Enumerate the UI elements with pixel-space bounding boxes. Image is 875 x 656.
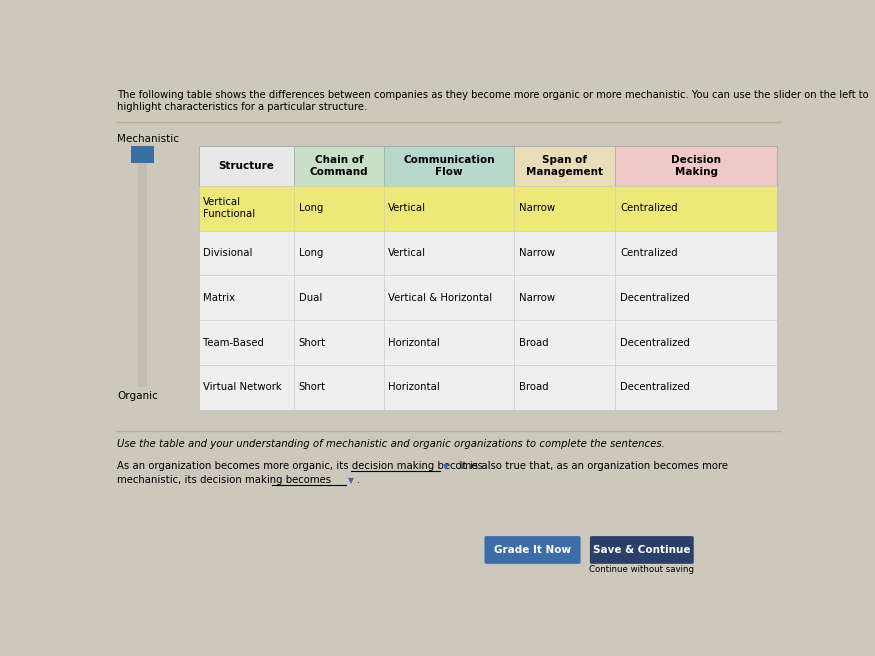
- Bar: [294, 320, 384, 365]
- Text: Narrow: Narrow: [519, 293, 555, 303]
- Bar: [615, 186, 777, 230]
- Text: Centralized: Centralized: [620, 203, 677, 213]
- Text: Narrow: Narrow: [519, 248, 555, 258]
- Bar: [138, 163, 147, 387]
- Text: Vertical: Vertical: [388, 248, 426, 258]
- Text: Save & Continue: Save & Continue: [593, 545, 690, 555]
- Text: ▼: ▼: [443, 462, 449, 471]
- Bar: [384, 365, 514, 410]
- Bar: [199, 320, 294, 365]
- Bar: [199, 186, 294, 230]
- Bar: [615, 320, 777, 365]
- Bar: [199, 146, 294, 186]
- Text: Matrix: Matrix: [203, 293, 235, 303]
- Bar: [615, 365, 777, 410]
- Bar: [384, 146, 514, 186]
- Text: Grade It Now: Grade It Now: [494, 545, 571, 555]
- Text: Broad: Broad: [519, 382, 549, 392]
- Bar: [294, 230, 384, 276]
- Bar: [384, 320, 514, 365]
- Bar: [199, 230, 294, 276]
- Text: Team-Based: Team-Based: [203, 338, 264, 348]
- Bar: [199, 365, 294, 410]
- Bar: [514, 320, 615, 365]
- Text: Virtual Network: Virtual Network: [203, 382, 282, 392]
- Text: Short: Short: [298, 338, 326, 348]
- Bar: [514, 186, 615, 230]
- Text: Decentralized: Decentralized: [620, 338, 690, 348]
- Text: Dual: Dual: [298, 293, 322, 303]
- Bar: [384, 186, 514, 230]
- Text: ▼: ▼: [348, 476, 354, 485]
- Bar: [199, 276, 294, 320]
- Text: Vertical: Vertical: [388, 203, 426, 213]
- Text: .: .: [357, 474, 360, 485]
- Text: Chain of
Command: Chain of Command: [310, 155, 368, 177]
- Text: Divisional: Divisional: [203, 248, 253, 258]
- Text: Decision
Making: Decision Making: [671, 155, 721, 177]
- Bar: [615, 146, 777, 186]
- Bar: [294, 365, 384, 410]
- Bar: [615, 276, 777, 320]
- Bar: [294, 276, 384, 320]
- Bar: [294, 146, 384, 186]
- Text: highlight characteristics for a particular structure.: highlight characteristics for a particul…: [117, 102, 368, 112]
- FancyBboxPatch shape: [590, 536, 694, 564]
- Bar: [294, 186, 384, 230]
- Text: Mechanistic: Mechanistic: [117, 134, 179, 144]
- Text: Vertical
Functional: Vertical Functional: [203, 197, 255, 219]
- Bar: [514, 146, 615, 186]
- Text: Broad: Broad: [519, 338, 549, 348]
- Text: Communication
Flow: Communication Flow: [403, 155, 494, 177]
- FancyBboxPatch shape: [485, 536, 581, 564]
- Text: Organic: Organic: [117, 390, 158, 401]
- Text: Long: Long: [298, 248, 323, 258]
- Text: As an organization becomes more organic, its decision making becomes: As an organization becomes more organic,…: [117, 461, 483, 470]
- Bar: [514, 365, 615, 410]
- Bar: [615, 230, 777, 276]
- Text: Long: Long: [298, 203, 323, 213]
- Text: Span of
Management: Span of Management: [526, 155, 603, 177]
- Text: Decentralized: Decentralized: [620, 293, 690, 303]
- Text: Vertical & Horizontal: Vertical & Horizontal: [388, 293, 493, 303]
- Text: Horizontal: Horizontal: [388, 338, 440, 348]
- Text: mechanistic, its decision making becomes: mechanistic, its decision making becomes: [117, 474, 332, 485]
- Bar: [514, 276, 615, 320]
- Text: . It is also true that, as an organization becomes more: . It is also true that, as an organizati…: [452, 461, 728, 470]
- Text: Use the table and your understanding of mechanistic and organic organizations to: Use the table and your understanding of …: [117, 439, 665, 449]
- Text: Decentralized: Decentralized: [620, 382, 690, 392]
- Text: Narrow: Narrow: [519, 203, 555, 213]
- Text: Continue without saving: Continue without saving: [589, 565, 694, 575]
- Bar: [199, 146, 777, 410]
- Bar: [384, 230, 514, 276]
- Text: Horizontal: Horizontal: [388, 382, 440, 392]
- Bar: [131, 146, 154, 163]
- Text: Centralized: Centralized: [620, 248, 677, 258]
- Text: Structure: Structure: [219, 161, 274, 171]
- Text: Short: Short: [298, 382, 326, 392]
- Bar: [514, 230, 615, 276]
- Text: The following table shows the differences between companies as they become more : The following table shows the difference…: [117, 89, 869, 100]
- Bar: [384, 276, 514, 320]
